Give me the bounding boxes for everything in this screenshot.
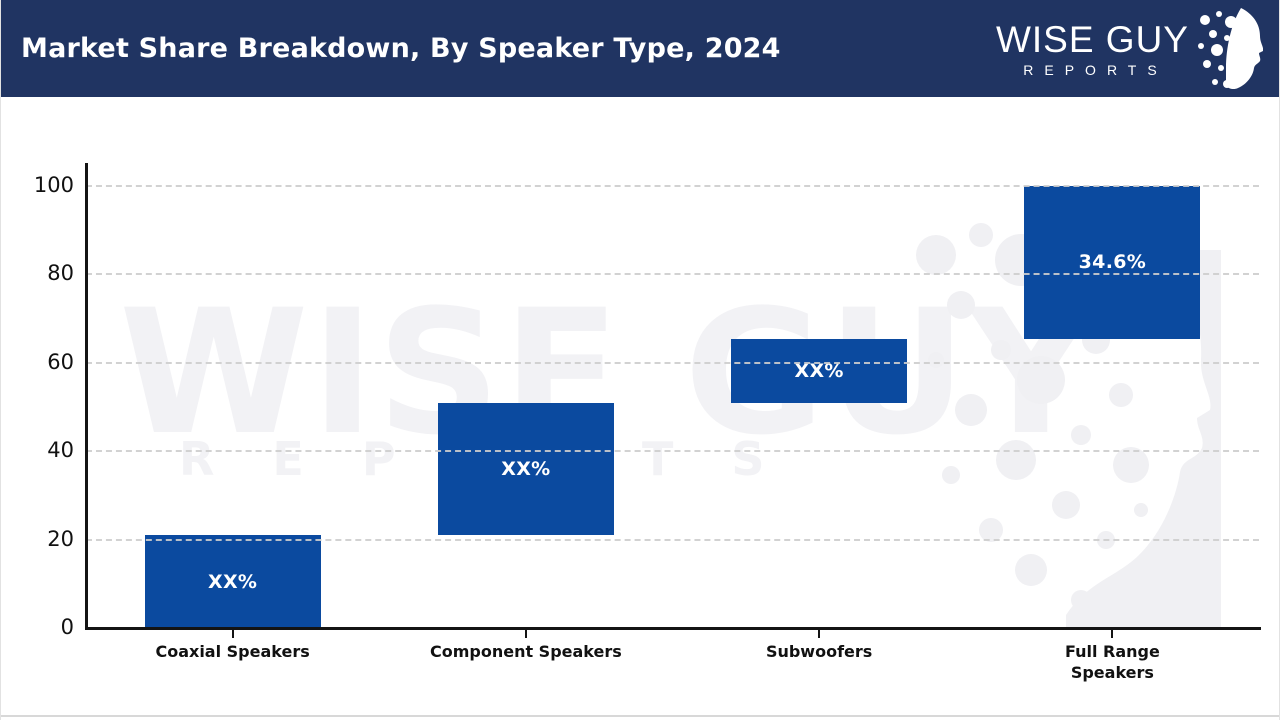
page-title: Market Share Breakdown, By Speaker Type,… <box>21 33 781 64</box>
gridline-60 <box>86 361 1259 364</box>
category-label-subwoofers: Subwoofers <box>765 642 873 661</box>
bar-value-label: XX% <box>501 457 551 480</box>
ytick-label-40: 40 <box>47 438 74 463</box>
x-axis-line <box>85 627 1261 630</box>
bar-subwoofers: XX% <box>731 338 908 403</box>
xtick-full-range-speakers <box>1111 630 1114 638</box>
category-label-coaxial-speakers: Coaxial Speakers <box>155 642 310 661</box>
ytick-label-80: 80 <box>47 261 74 286</box>
y-axis-line <box>85 163 88 629</box>
bar-value-label: 34.6% <box>1078 251 1147 274</box>
gridline-80 <box>86 273 1259 276</box>
bar-coaxial-speakers: XX% <box>144 535 321 628</box>
wiseguy-logo: WISE GUY REPORTS <box>996 6 1263 92</box>
logo-face-icon <box>1198 7 1263 89</box>
category-label-full-range-speakers: Full Range Speakers <box>1064 642 1160 682</box>
bar-value-label: XX% <box>794 359 844 382</box>
ytick-label-0: 0 <box>60 615 74 639</box>
ytick-label-100: 100 <box>33 173 74 197</box>
gridline-20 <box>86 538 1259 541</box>
bar-value-label: XX% <box>208 570 258 593</box>
gridline-100 <box>86 185 1259 187</box>
header-bar: Market Share Breakdown, By Speaker Type,… <box>1 0 1279 97</box>
ytick-label-60: 60 <box>47 349 74 374</box>
gridline-40 <box>86 450 1259 453</box>
xtick-subwoofers <box>818 630 821 638</box>
bar-full-range-speakers: 34.6% <box>1024 186 1201 339</box>
ytick-label-20: 20 <box>47 526 74 551</box>
bar-component-speakers: XX% <box>437 402 614 536</box>
logo-reports-text: REPORTS <box>1023 61 1168 78</box>
xtick-component-speakers <box>524 630 527 638</box>
logo-wiseguy-text: WISE GUY <box>995 18 1189 60</box>
category-label-component-speakers: Component Speakers <box>429 642 622 661</box>
xtick-coaxial-speakers <box>231 630 234 638</box>
footer-divider <box>1 715 1279 717</box>
